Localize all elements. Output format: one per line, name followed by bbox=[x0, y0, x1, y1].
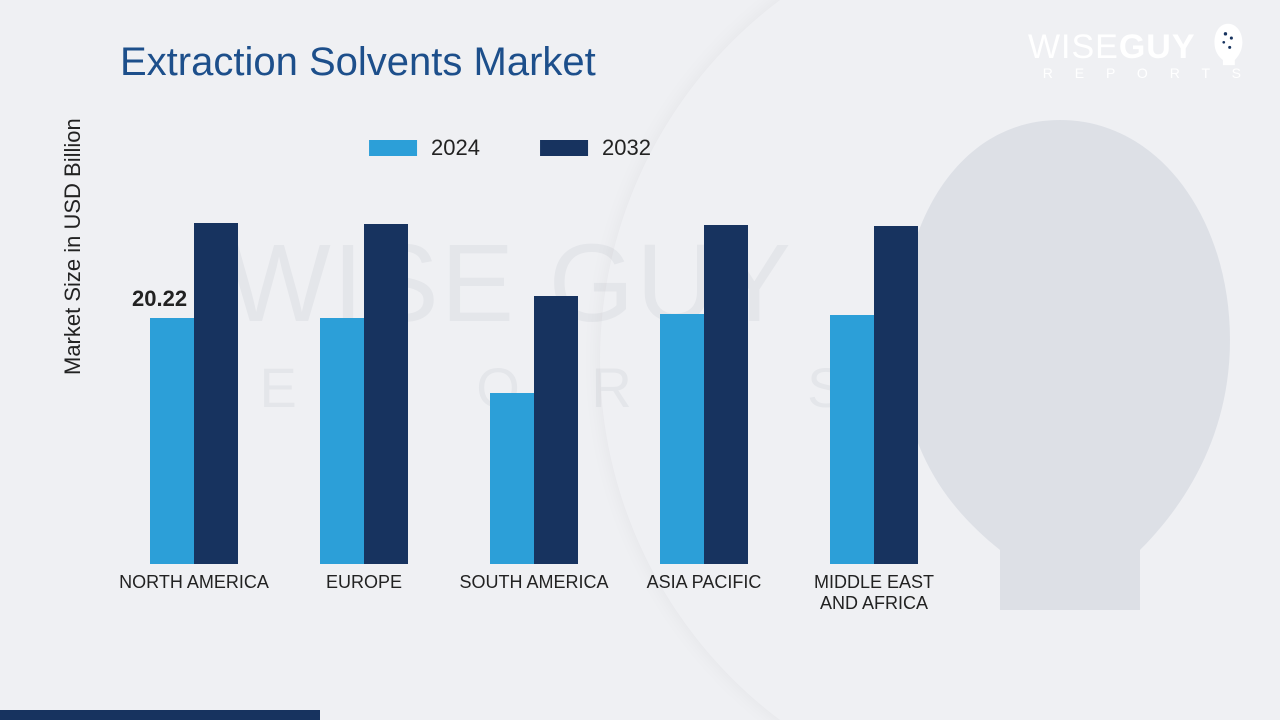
legend-swatch-2024 bbox=[369, 140, 417, 156]
bar bbox=[490, 393, 534, 564]
legend-label-2024: 2024 bbox=[431, 135, 480, 161]
bar-group: ASIA PACIFIC bbox=[660, 225, 748, 564]
x-axis-label: NORTH AMERICA bbox=[119, 564, 269, 593]
chart-title: Extraction Solvents Market bbox=[120, 40, 596, 85]
bar-group: EUROPE bbox=[320, 224, 408, 564]
bar bbox=[364, 224, 408, 564]
x-axis-label: EUROPE bbox=[289, 564, 439, 593]
brand-logo: WISEGUY R E P O R T S bbox=[1028, 22, 1250, 81]
bar-group: MIDDLE EAST AND AFRICA bbox=[830, 226, 918, 564]
bar bbox=[320, 318, 364, 564]
x-axis-label: MIDDLE EAST AND AFRICA bbox=[799, 564, 949, 613]
logo-word-2: GUY bbox=[1119, 28, 1196, 66]
legend: 2024 2032 bbox=[369, 135, 651, 161]
bar bbox=[150, 318, 194, 564]
bar bbox=[830, 315, 874, 564]
legend-item-2032: 2032 bbox=[540, 135, 651, 161]
bar-group: NORTH AMERICA20.22 bbox=[150, 223, 238, 564]
legend-swatch-2032 bbox=[540, 140, 588, 156]
legend-item-2024: 2024 bbox=[369, 135, 480, 161]
logo-head-icon bbox=[1206, 22, 1250, 66]
plot-area: NORTH AMERICA20.22 EUROPE SOUTH AMERICA ASI… bbox=[130, 175, 950, 565]
bar bbox=[534, 296, 578, 564]
legend-label-2032: 2032 bbox=[602, 135, 651, 161]
logo-sub: R E P O R T S bbox=[1028, 65, 1250, 81]
bar bbox=[194, 223, 238, 564]
bar-value-callout: 20.22 bbox=[132, 286, 187, 312]
x-axis-label: ASIA PACIFIC bbox=[629, 564, 779, 593]
chart: Market Size in USD Billion 2024 2032 NOR… bbox=[70, 145, 950, 645]
bar-group: SOUTH AMERICA bbox=[490, 296, 578, 564]
bar bbox=[704, 225, 748, 564]
x-axis-label: SOUTH AMERICA bbox=[459, 564, 609, 593]
bar bbox=[660, 314, 704, 564]
bottom-accent-bar bbox=[0, 710, 320, 720]
y-axis-label: Market Size in USD Billion bbox=[60, 118, 86, 375]
logo-word-1: WISE bbox=[1028, 28, 1119, 66]
bar bbox=[874, 226, 918, 564]
